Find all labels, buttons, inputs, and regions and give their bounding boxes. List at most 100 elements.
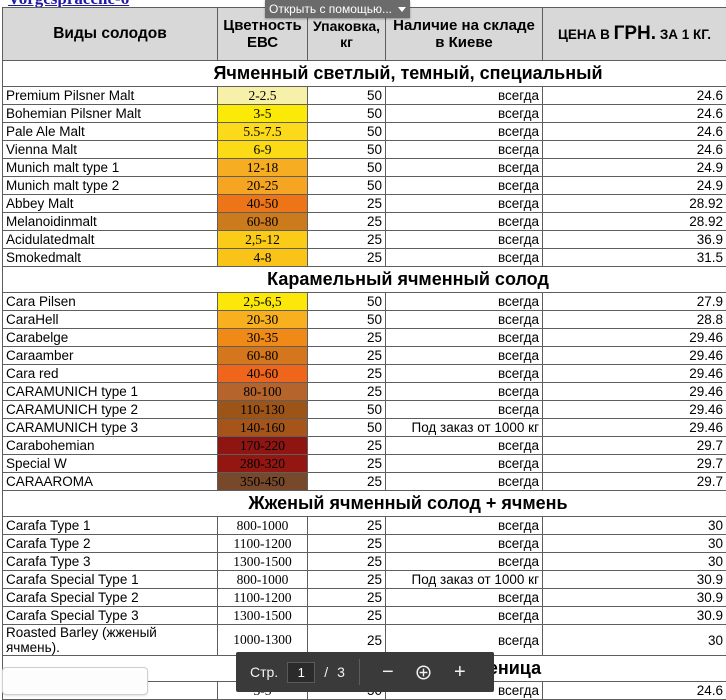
cell-malt-name: CARAMUNICH type 2 — [3, 401, 218, 419]
cell-package-kg: 25 — [308, 213, 386, 231]
section-header-row: Карамельный ячменный солод — [3, 267, 726, 293]
cell-ebc-color: 170-220 — [218, 437, 308, 455]
cell-price: 29.7 — [543, 455, 726, 473]
cell-package-kg: 25 — [308, 231, 386, 249]
cell-availability: Под заказ от 1000 кг — [386, 571, 543, 589]
cell-malt-name: Carafa Special Type 1 — [3, 571, 218, 589]
cell-price: 29.46 — [543, 401, 726, 419]
cell-malt-name: Munich malt type 1 — [3, 159, 218, 177]
cell-malt-name: Cara Pilsen — [3, 293, 218, 311]
zoom-controls-group: − + — [364, 652, 484, 692]
section-title: Жженый ячменный солод + ячмень — [3, 491, 726, 517]
cell-malt-name: Roasted Barley (жженый ячмень). — [3, 625, 218, 656]
cell-malt-name: Special W — [3, 455, 218, 473]
table-row: Roasted Barley (жженый ячмень).1000-1300… — [3, 625, 726, 656]
cell-malt-name: Caraamber — [3, 347, 218, 365]
cell-price: 29.46 — [543, 383, 726, 401]
cell-malt-name: Carafa Special Type 3 — [3, 607, 218, 625]
cell-availability: всегда — [386, 123, 543, 141]
zoom-out-icon[interactable]: − — [378, 662, 398, 682]
column-header-price: ЦЕНА В ГРН. ЗА 1 КГ. — [543, 8, 726, 61]
cell-price: 29.7 — [543, 437, 726, 455]
cell-ebc-color: 2-2.5 — [218, 87, 308, 105]
price-suffix: ЗА 1 КГ. — [656, 27, 711, 42]
cell-ebc-color: 800-1000 — [218, 571, 308, 589]
toolbar-divider — [359, 659, 360, 685]
cell-availability: всегда — [386, 87, 543, 105]
cell-ebc-color: 2,5-12 — [218, 231, 308, 249]
download-chip[interactable] — [2, 667, 148, 695]
open-with-popup[interactable]: Открыть с помощью... — [265, 0, 410, 18]
pdf-document-page: Виды солодов Цветность ЕВС Упаковка, кг … — [0, 7, 726, 661]
cell-availability: всегда — [386, 437, 543, 455]
cell-package-kg: 50 — [308, 141, 386, 159]
section-title: Ячменный светлый, темный, специальный — [3, 61, 726, 87]
page-link[interactable]: Vorgespraeche-6 — [8, 0, 129, 7]
price-prefix: ЦЕНА В — [558, 27, 614, 42]
cell-malt-name: Melanoidinmalt — [3, 213, 218, 231]
cell-price: 30 — [543, 535, 726, 553]
cell-ebc-color: 1300-1500 — [218, 607, 308, 625]
cell-package-kg: 50 — [308, 401, 386, 419]
cell-package-kg: 25 — [308, 571, 386, 589]
cell-availability: всегда — [386, 249, 543, 267]
cell-availability: всегда — [386, 195, 543, 213]
cell-ebc-color: 20-30 — [218, 311, 308, 329]
pdf-viewer-toolbar[interactable]: Стр. 1 / 3 − + — [236, 652, 494, 692]
cell-package-kg: 50 — [308, 419, 386, 437]
price-currency: ГРН. — [614, 23, 656, 44]
cell-malt-name: CARAMUNICH type 1 — [3, 383, 218, 401]
cell-price: 24.6 — [543, 123, 726, 141]
cell-ebc-color: 60-80 — [218, 347, 308, 365]
cell-availability: всегда — [386, 365, 543, 383]
cell-package-kg: 25 — [308, 383, 386, 401]
cell-price: 24.9 — [543, 177, 726, 195]
cell-malt-name: Premium Pilsner Malt — [3, 87, 218, 105]
cell-malt-name: Munich malt type 2 — [3, 177, 218, 195]
page-label: Стр. — [250, 664, 278, 680]
section-header-row: Ячменный светлый, темный, специальный — [3, 61, 726, 87]
page-number-input[interactable]: 1 — [287, 662, 315, 683]
zoom-in-icon[interactable]: + — [450, 662, 470, 682]
cell-availability: всегда — [386, 177, 543, 195]
cell-malt-name: Acidulatedmalt — [3, 231, 218, 249]
cell-malt-name: CaraHell — [3, 311, 218, 329]
fit-page-icon[interactable] — [414, 662, 434, 682]
cell-malt-name: Carabelge — [3, 329, 218, 347]
cell-availability: всегда — [386, 517, 543, 535]
column-header-name: Виды солодов — [3, 8, 218, 61]
cell-ebc-color: 12-18 — [218, 159, 308, 177]
cell-ebc-color: 6-9 — [218, 141, 308, 159]
cell-package-kg: 25 — [308, 517, 386, 535]
cell-price: 24.6 — [543, 105, 726, 123]
cell-availability: всегда — [386, 105, 543, 123]
open-with-label: Открыть с помощью... — [269, 2, 392, 16]
cell-availability: всегда — [386, 329, 543, 347]
chevron-down-icon[interactable] — [398, 7, 406, 12]
cell-package-kg: 50 — [308, 159, 386, 177]
cell-price: 29.46 — [543, 365, 726, 383]
cell-price: 30 — [543, 625, 726, 656]
cell-price: 24.6 — [543, 87, 726, 105]
cell-package-kg: 25 — [308, 589, 386, 607]
section-title: Карамельный ячменный солод — [3, 267, 726, 293]
cell-package-kg: 25 — [308, 553, 386, 571]
cell-package-kg: 25 — [308, 365, 386, 383]
cell-availability: всегда — [386, 589, 543, 607]
cell-package-kg: 25 — [308, 437, 386, 455]
